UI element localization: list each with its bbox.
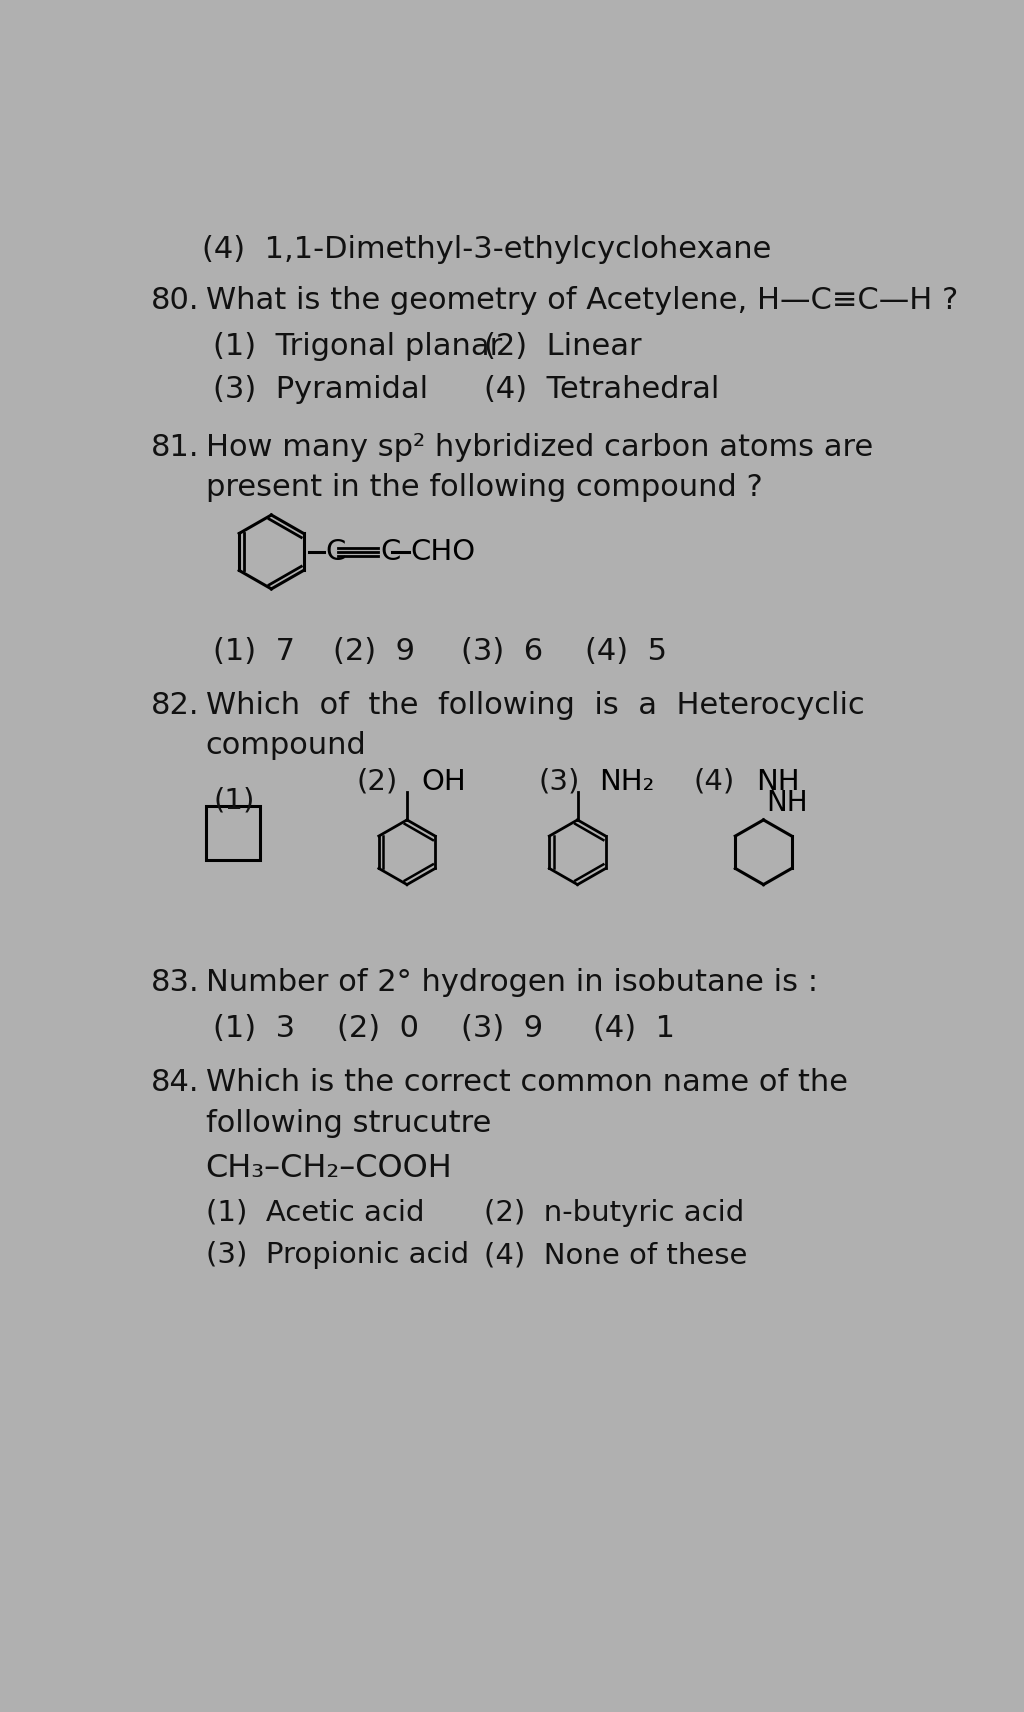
Text: C: C [380,538,400,567]
Text: (4)  1,1-Dimethyl-3-ethylcyclohexane: (4) 1,1-Dimethyl-3-ethylcyclohexane [202,235,771,264]
Text: (4)  5: (4) 5 [586,637,668,666]
Text: Number of 2° hydrogen in isobutane is :: Number of 2° hydrogen in isobutane is : [206,967,817,996]
Text: following strucutre: following strucutre [206,1109,490,1138]
Text: (4)  None of these: (4) None of these [484,1241,748,1269]
Text: (4)  Tetrahedral: (4) Tetrahedral [484,375,720,404]
Text: (2)  9: (2) 9 [334,637,416,666]
Text: NH₂: NH₂ [599,767,654,796]
Text: (1)  Acetic acid: (1) Acetic acid [206,1198,424,1228]
Text: 82.: 82. [152,690,200,719]
Text: (4)  1: (4) 1 [593,1014,675,1043]
Text: OH: OH [421,767,466,796]
Text: What is the geometry of Acetylene, H—C≡C—H ?: What is the geometry of Acetylene, H—C≡C… [206,286,957,315]
Text: CHO: CHO [411,538,476,567]
Text: (2): (2) [356,767,398,796]
Text: 83.: 83. [152,967,200,996]
Text: (1)  7: (1) 7 [213,637,295,666]
Text: How many sp² hybridized carbon atoms are: How many sp² hybridized carbon atoms are [206,433,872,462]
Text: NH: NH [756,767,800,796]
Text: (4): (4) [693,767,735,796]
Text: (2)  Linear: (2) Linear [484,332,642,361]
Text: C: C [326,538,346,567]
Text: (2)  n-butyric acid: (2) n-butyric acid [484,1198,744,1228]
Text: (3)  Pyramidal: (3) Pyramidal [213,375,428,404]
Text: 80.: 80. [152,286,200,315]
Text: (1)  Trigonal planar: (1) Trigonal planar [213,332,503,361]
Text: NH: NH [766,789,808,817]
Text: 84.: 84. [152,1068,200,1097]
Text: compound: compound [206,731,367,760]
Text: (1): (1) [213,788,255,815]
Text: (1)  3: (1) 3 [213,1014,295,1043]
Text: (3): (3) [539,767,581,796]
Text: (3)  6: (3) 6 [461,637,544,666]
Text: present in the following compound ?: present in the following compound ? [206,474,762,502]
Text: Which is the correct common name of the: Which is the correct common name of the [206,1068,848,1097]
Text: CH₃–CH₂–COOH: CH₃–CH₂–COOH [206,1152,453,1183]
Text: 81.: 81. [152,433,200,462]
Text: (3)  9: (3) 9 [461,1014,544,1043]
Text: (3)  Propionic acid: (3) Propionic acid [206,1241,469,1269]
Text: Which  of  the  following  is  a  Heterocyclic: Which of the following is a Heterocyclic [206,690,864,719]
Text: (2)  0: (2) 0 [337,1014,419,1043]
